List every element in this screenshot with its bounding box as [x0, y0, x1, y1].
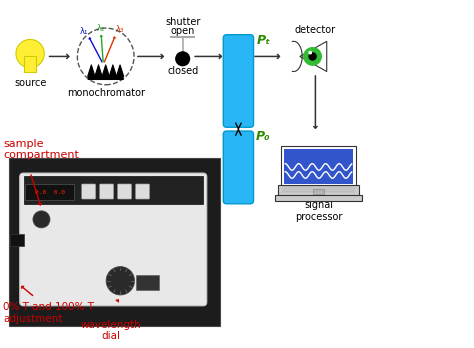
Text: monochromator: monochromator	[67, 88, 145, 98]
FancyBboxPatch shape	[223, 35, 254, 127]
Polygon shape	[88, 65, 124, 80]
Text: open: open	[171, 26, 195, 36]
Text: s
a
m
p
l
e: s a m p l e	[233, 47, 244, 115]
FancyBboxPatch shape	[284, 149, 353, 184]
FancyBboxPatch shape	[136, 184, 150, 199]
Text: sample
compartment: sample compartment	[3, 139, 79, 160]
FancyBboxPatch shape	[20, 173, 207, 306]
FancyBboxPatch shape	[82, 184, 96, 199]
Circle shape	[176, 52, 190, 66]
Text: λ₃: λ₃	[116, 25, 124, 34]
FancyBboxPatch shape	[9, 158, 219, 326]
FancyBboxPatch shape	[26, 184, 73, 199]
Text: closed: closed	[167, 66, 198, 76]
FancyBboxPatch shape	[281, 146, 356, 187]
Circle shape	[106, 267, 135, 295]
Polygon shape	[300, 41, 327, 72]
Text: signal
processor: signal processor	[295, 200, 342, 222]
Text: λ₂: λ₂	[97, 24, 105, 33]
Text: λ₁: λ₁	[79, 27, 88, 37]
FancyBboxPatch shape	[278, 185, 359, 196]
Circle shape	[308, 52, 317, 61]
FancyBboxPatch shape	[313, 189, 324, 194]
FancyBboxPatch shape	[275, 195, 362, 201]
FancyBboxPatch shape	[100, 184, 114, 199]
FancyBboxPatch shape	[24, 56, 36, 72]
Circle shape	[33, 211, 50, 228]
FancyBboxPatch shape	[137, 275, 159, 290]
FancyBboxPatch shape	[118, 184, 132, 199]
FancyBboxPatch shape	[24, 176, 203, 204]
Text: Pₜ: Pₜ	[256, 34, 271, 47]
Text: source: source	[14, 78, 46, 88]
Text: b
l
a
n
k: b l a n k	[235, 139, 242, 196]
Text: 0.0  0.0: 0.0 0.0	[35, 190, 65, 195]
Text: 0% T and 100% T
adjustment: 0% T and 100% T adjustment	[3, 302, 94, 324]
Circle shape	[303, 47, 322, 66]
Text: shutter: shutter	[165, 17, 201, 27]
FancyBboxPatch shape	[223, 131, 254, 204]
Circle shape	[308, 51, 312, 55]
Text: P₀: P₀	[256, 130, 271, 143]
Text: wavelength
dial: wavelength dial	[81, 319, 141, 341]
FancyBboxPatch shape	[10, 234, 25, 246]
Text: detector: detector	[295, 25, 336, 35]
Circle shape	[16, 39, 44, 68]
